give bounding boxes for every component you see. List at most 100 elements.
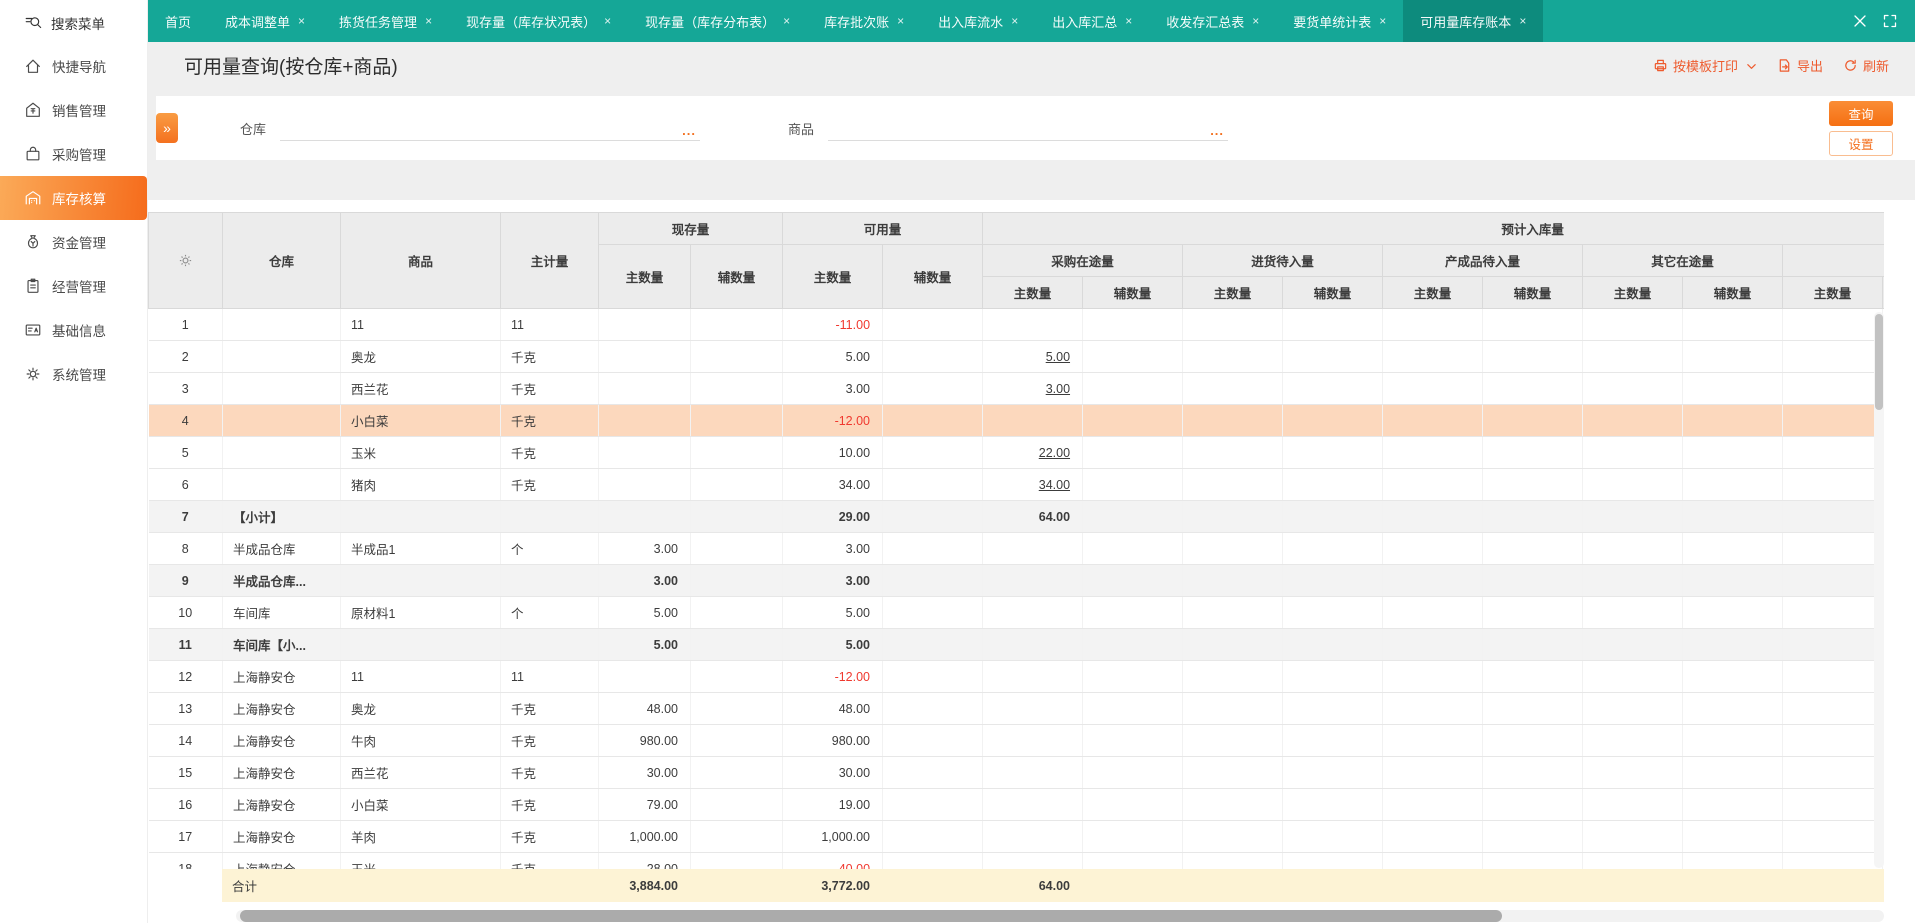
col-header-商品[interactable]: 商品 (340, 212, 501, 309)
col-header[interactable]: 辅数量 (882, 244, 984, 309)
table-row[interactable]: 17 上海静安仓 羊肉 千克 1,000.00 1,000.00 (148, 820, 1884, 853)
table-row[interactable]: 7 【小计】 29.00 64.00 (148, 500, 1884, 533)
cell-warehouse (222, 436, 341, 469)
tab-可用量库存账本[interactable]: 可用量库存账本 × (1403, 0, 1544, 42)
tab-出入库流水[interactable]: 出入库流水 × (921, 0, 1035, 42)
purchase-in-transit-link[interactable]: 34.00 (1038, 477, 1071, 492)
table-row[interactable]: 1 11 11 -11.00 (148, 308, 1884, 341)
table-row[interactable]: 11 车间库【小... 5.00 5.00 (148, 628, 1884, 661)
cell-avail-main: 34.00 (782, 468, 884, 501)
product-picker-dots-icon[interactable]: ... (1210, 123, 1225, 138)
sidebar-item-库存核算[interactable]: 库存核算 (0, 176, 147, 220)
warehouse-label: 仓库 (240, 121, 267, 137)
vertical-scrollbar[interactable] (1874, 312, 1884, 868)
table-row[interactable]: 3 西兰花 千克 3.00 3.00 (148, 372, 1884, 405)
tab-close-icon[interactable]: × (1519, 14, 1527, 28)
tab-成本调整单[interactable]: 成本调整单 × (208, 0, 322, 42)
export-button[interactable]: 导出 (1777, 56, 1823, 75)
product-input[interactable]: ... (828, 115, 1229, 141)
sidebar-search[interactable]: 搜索菜单 (0, 2, 147, 44)
money-bag-icon (24, 233, 42, 251)
col-header[interactable]: 主数量 (1582, 276, 1684, 309)
close-icon[interactable] (1853, 14, 1867, 28)
query-button[interactable]: 查询 (1829, 100, 1893, 126)
cell-unit: 千克 (500, 788, 599, 821)
col-header[interactable]: 主数量 (782, 244, 884, 309)
sidebar-item-经营管理[interactable]: 经营管理 (0, 264, 147, 308)
table-row[interactable]: 8 半成品仓库 半成品1 个 3.00 3.00 (148, 532, 1884, 565)
table-row[interactable]: 13 上海静安仓 奥龙 千克 48.00 48.00 (148, 692, 1884, 725)
tab-现存量（库存状况表）[interactable]: 现存量（库存状况表） × (449, 0, 628, 42)
horizontal-scrollbar-thumb[interactable] (240, 910, 1502, 922)
tab-close-icon[interactable]: × (1252, 14, 1260, 28)
cell-stock-main (598, 436, 691, 469)
col-header[interactable]: 主数量 (1782, 276, 1884, 309)
table-row[interactable]: 12 上海静安仓 11 11 -12.00 (148, 660, 1884, 693)
sidebar-item-销售管理[interactable]: 销售管理 (0, 88, 147, 132)
tab-拣货任务管理[interactable]: 拣货任务管理 × (322, 0, 449, 42)
col-header[interactable]: 主数量 (1382, 276, 1484, 309)
table-row[interactable]: 15 上海静安仓 西兰花 千克 30.00 30.00 (148, 756, 1884, 789)
table-row[interactable]: 14 上海静安仓 牛肉 千克 980.00 980.00 (148, 724, 1884, 757)
col-header[interactable]: 辅数量 (1682, 276, 1784, 309)
col-header[interactable]: 辅数量 (1882, 276, 1884, 309)
tab-要货单统计表[interactable]: 要货单统计表 × (1276, 0, 1403, 42)
tab-出入库汇总[interactable]: 出入库汇总 × (1035, 0, 1149, 42)
tab-现存量（库存分布表）[interactable]: 现存量（库存分布表） × (628, 0, 807, 42)
col-header[interactable]: 辅数量 (1082, 276, 1184, 309)
purchase-in-transit-link[interactable]: 5.00 (1045, 349, 1071, 364)
row-number: 6 (148, 468, 223, 501)
tab-close-icon[interactable]: × (604, 14, 612, 28)
col-header-仓库[interactable]: 仓库 (222, 212, 341, 309)
print-by-template-button[interactable]: 按模板打印 (1653, 56, 1757, 75)
warehouse-input[interactable]: ... (280, 115, 701, 141)
horizontal-scrollbar[interactable] (236, 910, 1884, 922)
settings-button[interactable]: 设置 (1829, 130, 1893, 156)
purchase-in-transit-link[interactable]: 22.00 (1038, 445, 1071, 460)
sidebar-item-快捷导航[interactable]: 快捷导航 (0, 44, 147, 88)
row-number: 2 (148, 340, 223, 373)
purchase-in-transit-link[interactable]: 3.00 (1045, 381, 1071, 396)
tab-close-icon[interactable]: × (1125, 14, 1133, 28)
table-row[interactable]: 5 玉米 千克 10.00 22.00 (148, 436, 1884, 469)
cell-avail-main: -12.00 (782, 404, 884, 437)
tab-close-icon[interactable]: × (897, 14, 905, 28)
sidebar-item-采购管理[interactable]: 采购管理 (0, 132, 147, 176)
col-header[interactable]: 主数量 (598, 244, 691, 309)
tab-close-icon[interactable]: × (1379, 14, 1387, 28)
vertical-scrollbar-thumb[interactable] (1875, 314, 1883, 410)
collapse-filter-button[interactable]: » (156, 113, 178, 143)
tab-close-icon[interactable]: × (783, 14, 791, 28)
table-row[interactable]: 16 上海静安仓 小白菜 千克 79.00 19.00 (148, 788, 1884, 821)
row-number: 9 (148, 564, 223, 597)
tab-close-icon[interactable]: × (425, 14, 433, 28)
sidebar-item-系统管理[interactable]: 系统管理 (0, 352, 147, 396)
cell-unit: 千克 (500, 436, 599, 469)
warehouse-picker-dots-icon[interactable]: ... (682, 123, 697, 138)
row-settings-header[interactable] (148, 212, 223, 309)
col-header[interactable]: 辅数量 (1282, 276, 1384, 309)
col-header[interactable]: 辅数量 (1482, 276, 1584, 309)
col-header[interactable]: 主数量 (982, 276, 1084, 309)
tab-close-icon[interactable]: × (298, 14, 306, 28)
fullscreen-icon[interactable] (1883, 14, 1897, 28)
table-row[interactable]: 6 猪肉 千克 34.00 34.00 (148, 468, 1884, 501)
cell-unit: 千克 (500, 820, 599, 853)
col-header[interactable]: 辅数量 (689, 244, 784, 309)
table-row[interactable]: 2 奥龙 千克 5.00 5.00 (148, 340, 1884, 373)
cell-avail-aux (882, 692, 984, 725)
sidebar-item-资金管理[interactable]: 资金管理 (0, 220, 147, 264)
sidebar-item-基础信息[interactable]: 基础信息 (0, 308, 147, 352)
tab-首页[interactable]: 首页 (148, 0, 208, 42)
table-row[interactable]: 9 半成品仓库... 3.00 3.00 (148, 564, 1884, 597)
cell-stock-aux (690, 820, 784, 853)
tab-库存批次账[interactable]: 库存批次账 × (807, 0, 921, 42)
table-row[interactable]: 4 小白菜 千克 -12.00 (148, 404, 1884, 437)
tab-close-icon[interactable]: × (1011, 14, 1019, 28)
table-row[interactable]: 10 车间库 原材料1 个 5.00 5.00 (148, 596, 1884, 629)
col-header-主计量[interactable]: 主计量 (500, 212, 599, 309)
refresh-button[interactable]: 刷新 (1843, 56, 1889, 75)
cell-purchase-main (982, 564, 1084, 597)
col-header[interactable]: 主数量 (1182, 276, 1284, 309)
tab-收发存汇总表[interactable]: 收发存汇总表 × (1149, 0, 1276, 42)
